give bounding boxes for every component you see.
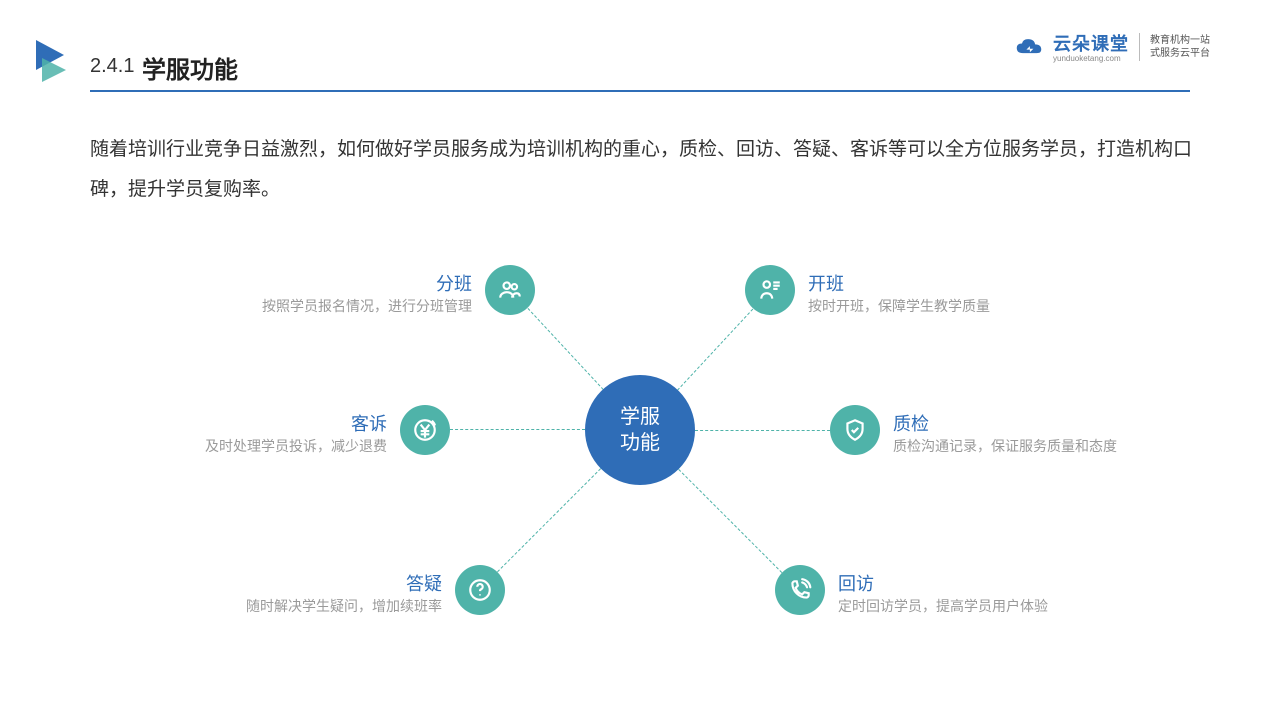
node-title-kaiban: 开班 — [808, 270, 844, 296]
header-rule — [90, 90, 1190, 92]
edge-zhijian — [695, 430, 830, 431]
section-title: 学服功能 — [142, 50, 238, 85]
header-triangle-icon — [36, 40, 76, 84]
node-desc-zhijian: 质检沟通记录，保证服务质量和态度 — [893, 436, 1117, 456]
node-fenban — [485, 265, 535, 315]
node-title-fenban: 分班 — [172, 270, 472, 296]
brand-logo: 云朵课堂 yunduoketang.com 教育机构一站 式服务云平台 — [1015, 30, 1210, 63]
node-desc-fenban: 按照学员报名情况，进行分班管理 — [172, 296, 472, 316]
logo-tagline: 教育机构一站 式服务云平台 — [1150, 34, 1210, 60]
node-dayi — [455, 565, 505, 615]
node-desc-dayi: 随时解决学生疑问，增加续班率 — [142, 596, 442, 616]
edge-kaiban — [677, 308, 753, 390]
hub-spoke-diagram: 学服功能 分班按照学员报名情况，进行分班管理 开班按时开班，保障学生教学质量客诉及时… — [0, 210, 1280, 690]
node-kaiban — [745, 265, 795, 315]
node-zhijian — [830, 405, 880, 455]
cloud-icon — [1015, 37, 1043, 57]
logo-subtext: yunduoketang.com — [1053, 54, 1129, 63]
node-huifang — [775, 565, 825, 615]
node-title-kesu: 客诉 — [87, 410, 387, 436]
slide: 2.4.1 学服功能 云朵课堂 yunduoketang.com 教育机构一站 … — [0, 0, 1280, 720]
section-number: 2.4.1 — [90, 55, 134, 78]
node-title-huifang: 回访 — [838, 570, 874, 596]
node-desc-huifang: 定时回访学员，提高学员用户体验 — [838, 596, 1048, 616]
logo-separator — [1139, 33, 1140, 61]
node-desc-kaiban: 按时开班，保障学生教学质量 — [808, 296, 990, 316]
logo-text: 云朵课堂 — [1053, 30, 1129, 56]
node-title-zhijian: 质检 — [893, 410, 929, 436]
edge-dayi — [497, 468, 601, 572]
edge-huifang — [678, 469, 782, 573]
edge-fenban — [527, 308, 603, 390]
intro-text: 随着培训行业竞争日益激烈，如何做好学员服务成为培训机构的重心，质检、回访、答疑、… — [90, 130, 1210, 210]
hub-node: 学服功能 — [585, 375, 695, 485]
node-title-dayi: 答疑 — [142, 570, 442, 596]
node-kesu — [400, 405, 450, 455]
edge-kesu — [450, 429, 585, 430]
node-desc-kesu: 及时处理学员投诉，减少退费 — [87, 436, 387, 456]
